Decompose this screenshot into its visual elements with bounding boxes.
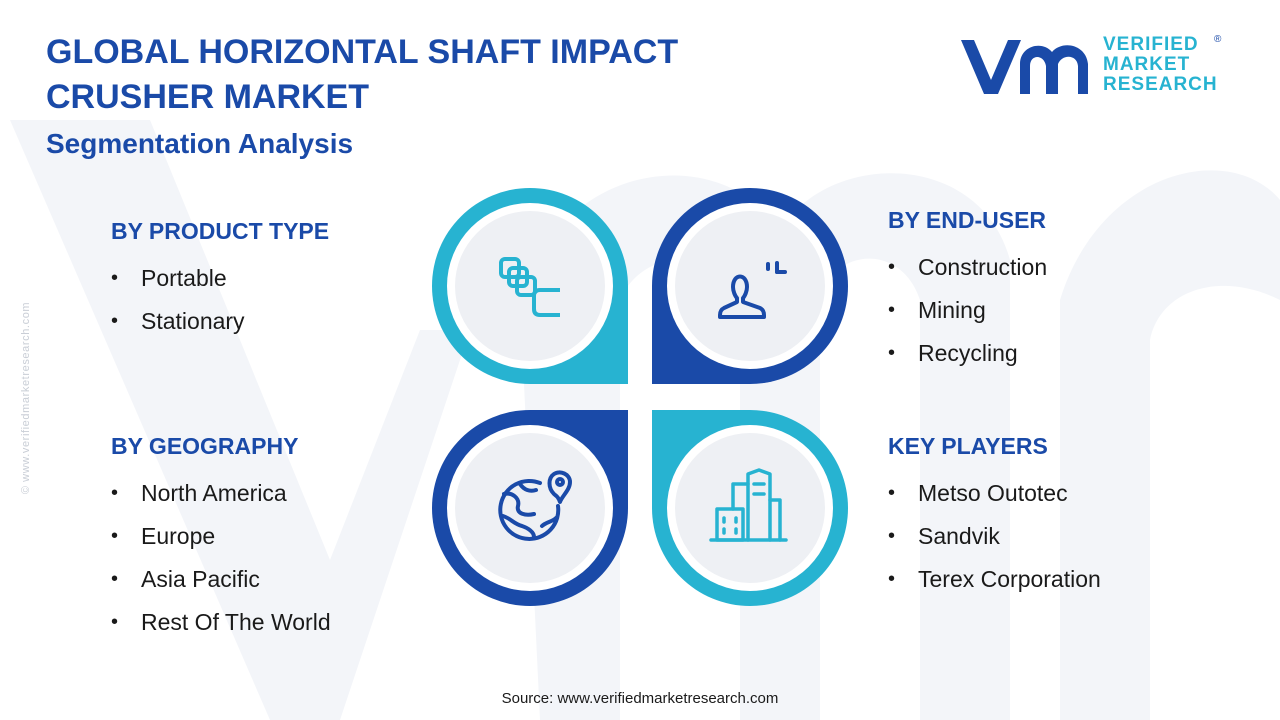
source-citation: Source: www.verifiedmarketresearch.com bbox=[501, 690, 779, 707]
list-item: North America bbox=[111, 472, 331, 515]
petal-product-type bbox=[432, 188, 628, 384]
list-item: Metso Outotec bbox=[888, 472, 1101, 515]
segment-heading: BY PRODUCT TYPE bbox=[111, 218, 330, 244]
segment-end-user: BY END-USER Construction Mining Recyclin… bbox=[888, 207, 1047, 375]
petal-end-user bbox=[652, 188, 848, 384]
segment-geography: BY GEOGRAPHY North America Europe Asia P… bbox=[111, 433, 331, 644]
company-logo: VERIFIED MARKET RESEARCH ® bbox=[958, 34, 1228, 98]
vertical-watermark-url: © www.verifiedmarketresearch.com bbox=[20, 301, 32, 495]
globe-location-icon bbox=[498, 470, 572, 541]
buildings-icon bbox=[709, 468, 788, 542]
segment-heading: KEY PLAYERS bbox=[888, 433, 1048, 459]
list-item: Mining bbox=[888, 289, 1047, 332]
page-subtitle: Segmentation Analysis bbox=[46, 128, 354, 159]
segment-key-players: KEY PLAYERS Metso Outotec Sandvik Terex … bbox=[888, 433, 1101, 601]
list-item: Portable bbox=[111, 257, 329, 300]
segment-list: Metso Outotec Sandvik Terex Corporation bbox=[888, 472, 1101, 601]
logo-wordmark: VERIFIED MARKET RESEARCH bbox=[1103, 35, 1218, 95]
vmr-logo-icon bbox=[961, 40, 1088, 94]
list-item: Asia Pacific bbox=[111, 558, 331, 601]
logo-line-research: RESEARCH bbox=[1103, 74, 1218, 95]
user-icon bbox=[718, 261, 787, 319]
segment-list: Construction Mining Recycling bbox=[888, 246, 1047, 375]
logo-line-verified: VERIFIED bbox=[1103, 34, 1199, 55]
registered-mark: ® bbox=[1214, 34, 1222, 45]
petal-geography bbox=[432, 410, 628, 606]
segment-heading: BY END-USER bbox=[888, 207, 1047, 233]
list-item: Construction bbox=[888, 246, 1047, 289]
petal-key-players bbox=[652, 410, 848, 606]
logo-line-market: MARKET bbox=[1103, 54, 1191, 75]
list-item: Rest Of The World bbox=[111, 601, 331, 644]
list-item: Recycling bbox=[888, 332, 1047, 375]
segment-heading: BY GEOGRAPHY bbox=[111, 433, 299, 459]
list-item: Sandvik bbox=[888, 515, 1101, 558]
list-item: Terex Corporation bbox=[888, 558, 1101, 601]
layers-icon bbox=[499, 257, 560, 317]
page-title: GLOBAL HORIZONTAL SHAFT IMPACT CRUSHER M… bbox=[46, 33, 679, 116]
list-item: Europe bbox=[111, 515, 331, 558]
segment-product-type: BY PRODUCT TYPE Portable Stationary bbox=[111, 218, 329, 343]
list-item: Stationary bbox=[111, 300, 329, 343]
segment-list: Portable Stationary bbox=[111, 257, 329, 343]
segment-petals-graphic bbox=[432, 188, 848, 606]
segment-list: North America Europe Asia Pacific Rest O… bbox=[111, 472, 331, 644]
